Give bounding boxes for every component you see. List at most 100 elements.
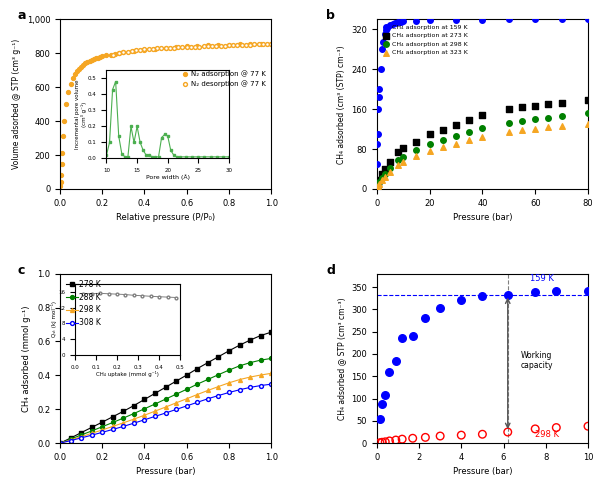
278 K (204, 360, 211, 366)
CH₄ adsorption at 159 K (376, 65, 386, 73)
278 K (120, 409, 127, 414)
N₂ desorption @ 77 K (170, 45, 178, 51)
N₂ desorption @ 77 K (242, 42, 250, 48)
298 K (141, 412, 148, 418)
278 K (173, 378, 180, 384)
N₂ desorption @ 77 K (251, 41, 258, 47)
CH₄ adsorption at 159 K (385, 21, 395, 29)
N₂ desorption @ 77 K (109, 52, 116, 58)
CH₄ adsorption at 323 K (583, 120, 593, 128)
308 K (247, 385, 254, 391)
288 K (215, 372, 222, 377)
N₂ adsorption @ 77 K (112, 51, 119, 56)
Point (503, 291, 512, 299)
288 K (109, 420, 116, 426)
Line: 278 K: 278 K (58, 330, 273, 445)
278 K (130, 403, 137, 409)
Text: d: d (326, 263, 335, 277)
308 K (215, 393, 222, 398)
Line: 298 K: 298 K (58, 372, 273, 445)
N₂ adsorption @ 77 K (120, 49, 127, 55)
CH₄ adsorption at 298 K (583, 109, 593, 117)
CH₄ adsorption at 159 K (504, 16, 514, 23)
Y-axis label: CH₄ adsorbed (mmol g⁻¹): CH₄ adsorbed (mmol g⁻¹) (22, 305, 31, 412)
Point (391, 436, 401, 444)
CH₄ adsorption at 323 K (504, 128, 514, 136)
CH₄ adsorption at 298 K (425, 140, 434, 148)
CH₄ adsorption at 159 K (557, 16, 566, 23)
288 K (67, 436, 74, 442)
Point (391, 357, 401, 365)
298 K (109, 424, 116, 430)
Point (530, 425, 540, 433)
288 K (194, 381, 201, 387)
N₂ desorption @ 77 K (196, 44, 203, 50)
Point (408, 332, 418, 340)
278 K (56, 440, 64, 446)
N₂ desorption @ 77 K (259, 41, 266, 47)
298 K (98, 427, 106, 433)
CH₄ adsorption at 273 K (557, 99, 566, 107)
N₂ desorption @ 77 K (221, 43, 229, 49)
N₂ desorption @ 77 K (226, 42, 233, 48)
N₂ desorption @ 77 K (263, 41, 271, 47)
298 K (268, 371, 275, 376)
N₂ adsorption @ 77 K (204, 42, 211, 48)
N₂ desorption @ 77 K (200, 43, 207, 49)
N₂ desorption @ 77 K (137, 47, 144, 53)
Text: 298 K: 298 K (535, 430, 559, 439)
CH₄ adsorption at 298 K (544, 114, 553, 122)
278 K (67, 435, 74, 441)
Point (583, 422, 593, 430)
N₂ desorption @ 77 K (116, 51, 123, 56)
CH₄ adsorption at 298 K (438, 136, 448, 144)
CH₄ adsorption at 323 K (451, 140, 461, 148)
N₂ adsorption @ 77 K (76, 66, 83, 72)
308 K (162, 410, 169, 416)
N₂ desorption @ 77 K (187, 44, 194, 50)
N₂ desorption @ 77 K (120, 50, 127, 56)
CH₄ adsorption at 298 K (517, 117, 527, 125)
298 K (215, 384, 222, 390)
N₂ adsorption @ 77 K (77, 64, 85, 70)
Line: 288 K: 288 K (58, 356, 273, 445)
Point (408, 434, 418, 442)
Y-axis label: CH₄ adsorbed (cm³ (STP) cm⁻³): CH₄ adsorbed (cm³ (STP) cm⁻³) (337, 45, 346, 164)
CH₄ adsorption at 273 K (425, 130, 434, 138)
CH₄ adsorption at 159 K (380, 31, 389, 38)
N₂ adsorption @ 77 K (247, 41, 254, 47)
N₂ adsorption @ 77 K (236, 41, 243, 47)
Point (478, 292, 487, 300)
CH₄ adsorption at 323 K (517, 126, 527, 134)
N₂ adsorption @ 77 K (103, 53, 110, 58)
CH₄ adsorption at 159 K (374, 93, 384, 101)
N₂ adsorption @ 77 K (94, 55, 101, 61)
CH₄ adsorption at 273 K (544, 100, 553, 108)
298 K (67, 437, 74, 443)
CH₄ adsorption at 159 K (373, 130, 382, 138)
N₂ desorption @ 77 K (162, 45, 169, 51)
N₂ adsorption @ 77 K (86, 58, 93, 64)
CH₄ adsorption at 323 K (412, 152, 421, 160)
N₂ adsorption @ 77 K (183, 43, 190, 49)
N₂ adsorption @ 77 K (151, 46, 158, 52)
N₂ desorption @ 77 K (247, 42, 254, 48)
Legend: 278 K, 288 K, 298 K, 308 K: 278 K, 288 K, 298 K, 308 K (64, 278, 103, 330)
308 K (130, 420, 137, 426)
CH₄ adsorption at 323 K (398, 158, 408, 166)
CH₄ adsorption at 273 K (517, 103, 527, 111)
CH₄ adsorption at 298 K (398, 152, 408, 160)
288 K (151, 401, 158, 407)
298 K (257, 372, 264, 378)
CH₄ adsorption at 273 K (583, 96, 593, 104)
278 K (268, 329, 275, 335)
N₂ adsorption @ 77 K (116, 50, 123, 56)
CH₄ adsorption at 159 K (373, 105, 383, 113)
CH₄ adsorption at 159 K (478, 16, 487, 24)
N₂ desorption @ 77 K (217, 43, 224, 49)
CH₄ adsorption at 273 K (374, 176, 384, 184)
Point (380, 391, 390, 399)
CH₄ adsorption at 159 K (396, 18, 406, 26)
CH₄ adsorption at 323 K (393, 161, 403, 169)
288 K (257, 357, 264, 363)
